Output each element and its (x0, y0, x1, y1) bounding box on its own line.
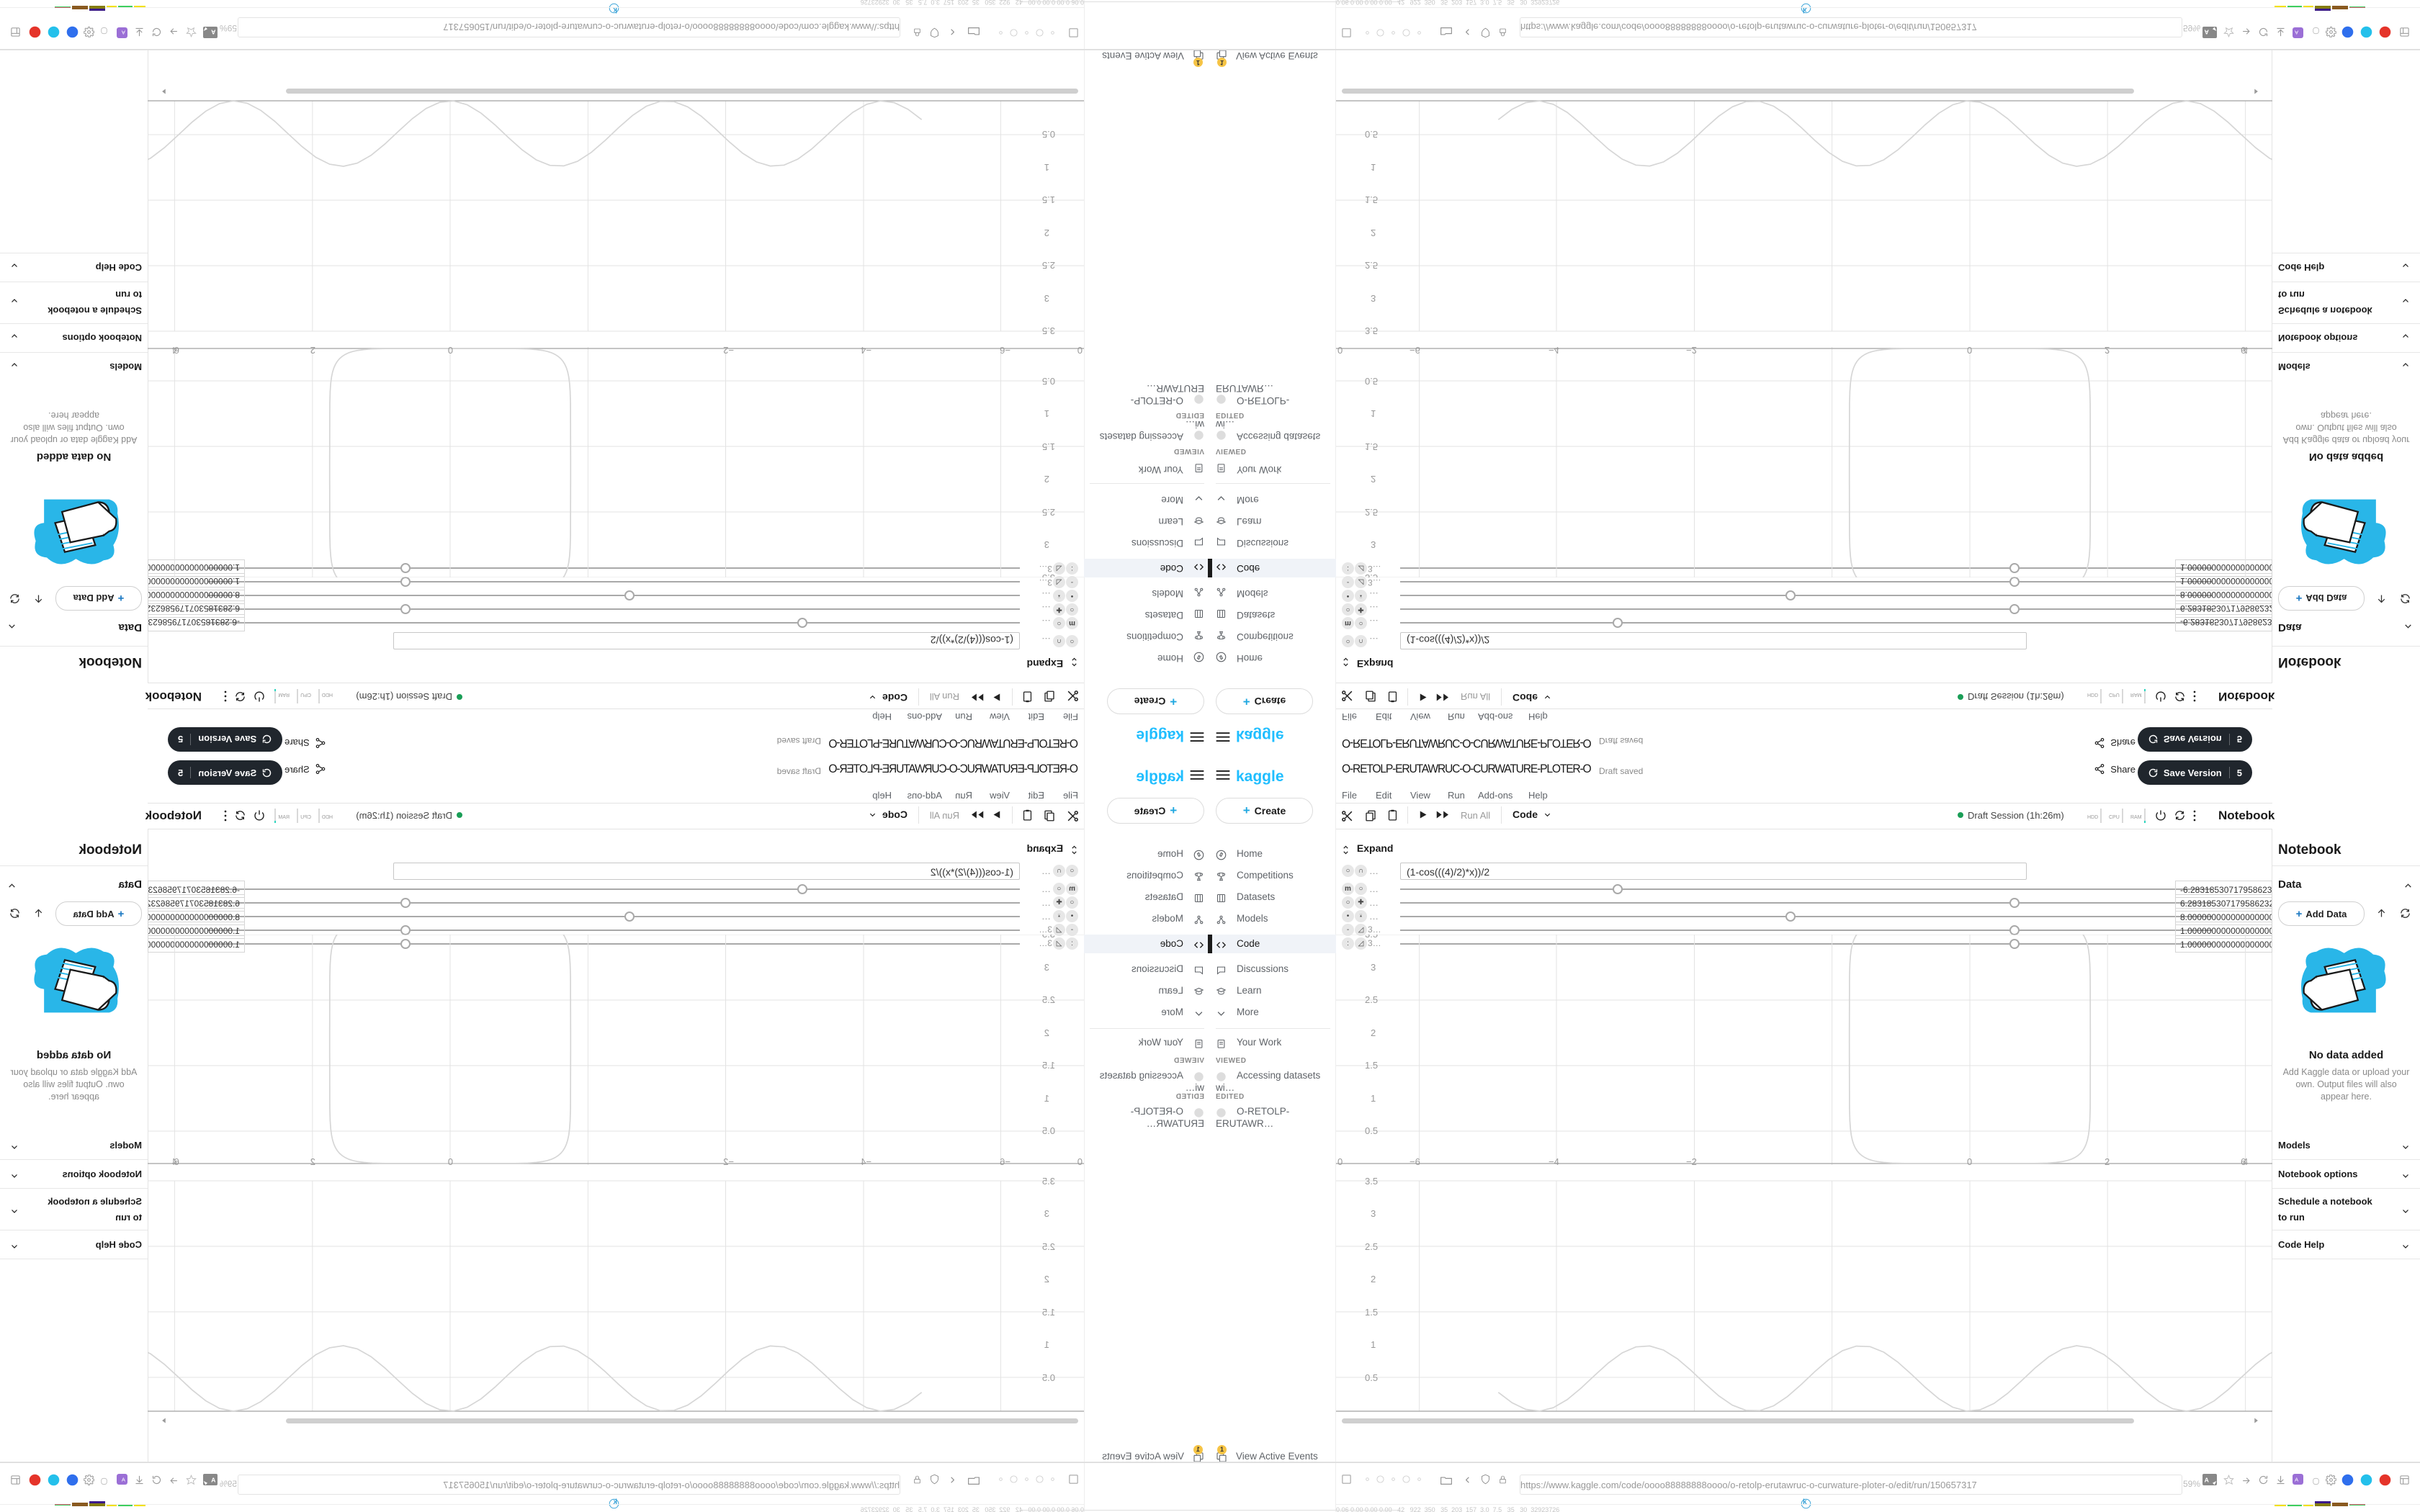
svg-text:1.5: 1.5 (1042, 441, 1055, 452)
svg-text:1.5: 1.5 (1365, 1060, 1378, 1071)
svg-text:−6: −6 (1000, 1156, 1010, 1167)
svg-text:−4: −4 (861, 1156, 871, 1167)
svg-text:−2: −2 (723, 345, 734, 356)
svg-text:0.5: 0.5 (1365, 1125, 1378, 1136)
svg-text:2.5: 2.5 (1042, 994, 1055, 1005)
svg-text:1: 1 (1371, 1093, 1376, 1104)
svg-text:−2: −2 (723, 1156, 734, 1167)
svg-text:A: A (122, 1477, 125, 1483)
svg-text:0.5: 0.5 (1365, 129, 1378, 140)
svg-text:2: 2 (310, 345, 315, 356)
svg-text:1.5: 1.5 (1042, 194, 1055, 205)
svg-text:2: 2 (1371, 228, 1376, 238)
svg-text:3.5: 3.5 (1042, 325, 1055, 336)
svg-text:3.5: 3.5 (1365, 572, 1378, 577)
svg-text:3: 3 (1044, 962, 1049, 973)
svg-text:−6: −6 (1000, 345, 1010, 356)
svg-text:3: 3 (1044, 1208, 1049, 1219)
svg-text:A: A (2205, 29, 2210, 36)
svg-text:1.5: 1.5 (1365, 441, 1378, 452)
svg-text:1.5: 1.5 (1042, 1060, 1055, 1071)
svg-text:A: A (2295, 1477, 2298, 1483)
svg-text:2.5: 2.5 (1042, 507, 1055, 518)
svg-text:1: 1 (1371, 408, 1376, 419)
svg-text:1.5: 1.5 (1365, 194, 1378, 205)
svg-text:2.5: 2.5 (1365, 507, 1378, 518)
svg-text:3: 3 (1371, 539, 1376, 550)
svg-text:2: 2 (1371, 474, 1376, 485)
svg-text:−4: −4 (1549, 1156, 1559, 1167)
svg-text:−4: −4 (861, 345, 871, 356)
svg-text:0: 0 (1967, 345, 1972, 356)
svg-text:2: 2 (1371, 1027, 1376, 1038)
svg-text:0.5: 0.5 (1042, 1372, 1055, 1383)
svg-text:0.5: 0.5 (1365, 376, 1378, 387)
svg-text:0: 0 (1337, 345, 1343, 356)
svg-text:6: 6 (174, 345, 179, 356)
svg-text:−4: −4 (1549, 345, 1559, 356)
svg-text:2: 2 (1371, 1274, 1376, 1284)
svg-text:6: 6 (2241, 1156, 2246, 1167)
svg-text:3: 3 (1371, 1208, 1376, 1219)
svg-text:1.5: 1.5 (1042, 1307, 1055, 1318)
svg-text:2: 2 (310, 1156, 315, 1167)
svg-text:0: 0 (1967, 1156, 1972, 1167)
svg-text:2.5: 2.5 (1365, 994, 1378, 1005)
svg-text:0: 0 (448, 345, 453, 356)
svg-text:2: 2 (1044, 228, 1049, 238)
svg-text:−2: −2 (1686, 345, 1697, 356)
svg-text:6: 6 (2241, 345, 2246, 356)
svg-text:2.5: 2.5 (1042, 260, 1055, 271)
svg-text:1: 1 (1044, 1093, 1049, 1104)
svg-text:2.5: 2.5 (1365, 260, 1378, 271)
svg-text:−2: −2 (1686, 1156, 1697, 1167)
svg-text:3.5: 3.5 (1365, 325, 1378, 336)
svg-text:1: 1 (1044, 162, 1049, 173)
svg-text:1: 1 (1371, 162, 1376, 173)
svg-text:2.5: 2.5 (1042, 1241, 1055, 1252)
svg-text:A: A (2295, 29, 2298, 35)
svg-text:3: 3 (1371, 293, 1376, 304)
svg-text:3.5: 3.5 (1365, 1176, 1378, 1187)
svg-text:0.5: 0.5 (1042, 129, 1055, 140)
svg-text:1: 1 (1044, 408, 1049, 419)
svg-text:3.5: 3.5 (1365, 935, 1378, 940)
svg-text:2: 2 (2105, 1156, 2110, 1167)
svg-text:1: 1 (1371, 1339, 1376, 1350)
svg-text:3: 3 (1044, 293, 1049, 304)
svg-text:2: 2 (1044, 1274, 1049, 1284)
svg-text:A: A (210, 29, 215, 36)
svg-text:0: 0 (1077, 345, 1083, 356)
svg-text:A: A (2205, 1476, 2210, 1483)
svg-text:0.5: 0.5 (1042, 376, 1055, 387)
svg-text:0.5: 0.5 (1042, 1125, 1055, 1136)
svg-text:3: 3 (1044, 539, 1049, 550)
svg-text:0: 0 (1337, 1156, 1343, 1167)
svg-text:1.5: 1.5 (1365, 1307, 1378, 1318)
svg-text:−6: −6 (1410, 345, 1420, 356)
svg-text:3: 3 (1371, 962, 1376, 973)
svg-text:2: 2 (1044, 474, 1049, 485)
svg-text:0: 0 (448, 1156, 453, 1167)
svg-text:3.5: 3.5 (1042, 1176, 1055, 1187)
svg-text:2.5: 2.5 (1365, 1241, 1378, 1252)
svg-text:3.5: 3.5 (1042, 935, 1055, 940)
svg-text:A: A (122, 29, 125, 35)
svg-text:2: 2 (2105, 345, 2110, 356)
svg-text:3.5: 3.5 (1042, 572, 1055, 577)
svg-text:2: 2 (1044, 1027, 1049, 1038)
svg-text:1: 1 (1044, 1339, 1049, 1350)
svg-text:6: 6 (174, 1156, 179, 1167)
svg-text:A: A (210, 1476, 215, 1483)
svg-text:0: 0 (1077, 1156, 1083, 1167)
svg-text:0.5: 0.5 (1365, 1372, 1378, 1383)
svg-text:−6: −6 (1410, 1156, 1420, 1167)
